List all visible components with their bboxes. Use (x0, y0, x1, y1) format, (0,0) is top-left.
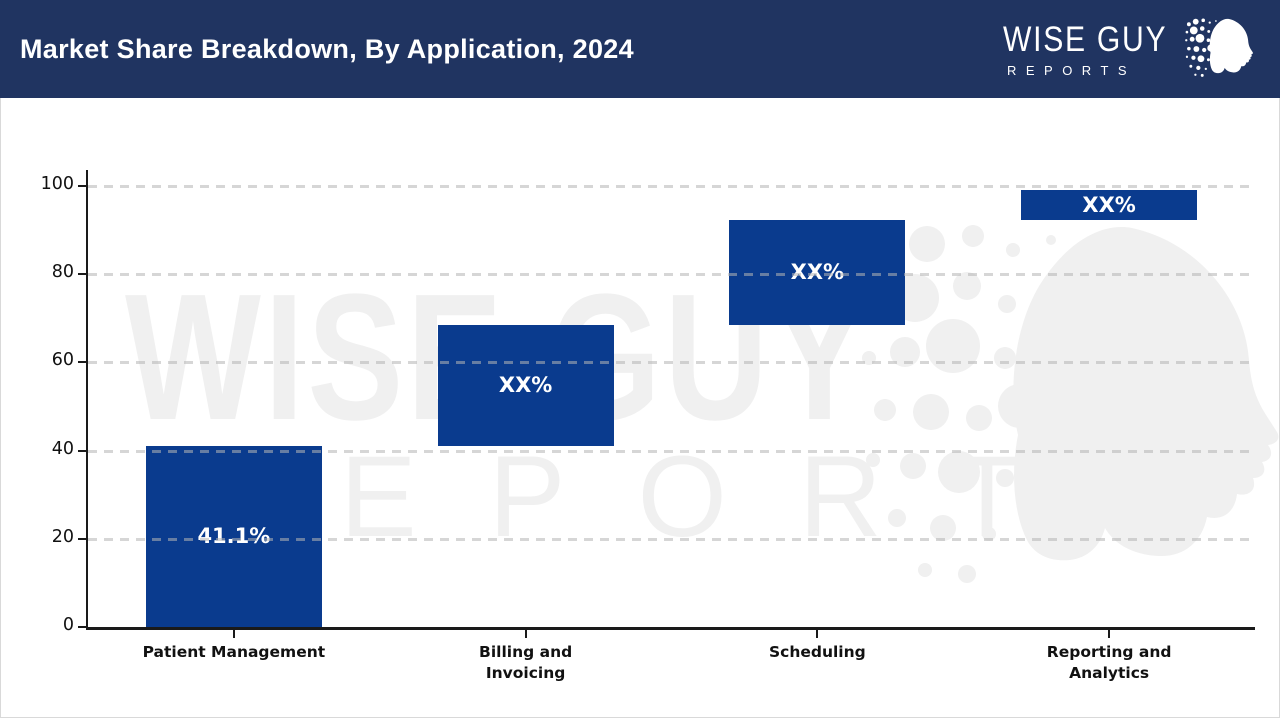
report-header: Market Share Breakdown, By Application, … (0, 0, 1280, 98)
y-tick-60 (78, 361, 86, 364)
logo-head-icon (1184, 12, 1254, 86)
category-label-line: Patient Management (142, 643, 326, 661)
x-tick-scheduling (816, 630, 819, 638)
category-label-billing-and-invoicing: Billing and Invoicing (376, 642, 676, 684)
category-label-reporting-and-analytics: Reporting and Analytics (959, 642, 1259, 684)
y-tick-label-100: 100 (40, 174, 74, 194)
bar-patient-management: 41.1% (145, 445, 322, 627)
x-tick-patient-management (232, 630, 235, 638)
x-tick-reporting-and-analytics (1108, 630, 1111, 638)
y-tick-label-80: 80 (51, 262, 74, 283)
gridline-100 (88, 185, 1255, 188)
category-label-line: Billing and (479, 643, 573, 661)
y-tick-100 (78, 185, 86, 187)
y-tick-label-20: 20 (51, 526, 74, 547)
gridline-20 (88, 537, 1255, 541)
y-axis-line (86, 170, 88, 630)
bar-reporting-and-analytics: XX% (1021, 189, 1198, 220)
y-tick-label-60: 60 (51, 350, 74, 371)
bar-value-label: XX% (498, 373, 553, 398)
wiseguy-logo: WISE GUY REPORTS (1003, 12, 1254, 86)
gridline-60 (88, 361, 1255, 365)
logo-wordmark-top: WISE GUY (1002, 20, 1168, 59)
category-label-scheduling: Scheduling (667, 642, 967, 663)
category-label-line: Invoicing (485, 664, 566, 682)
y-tick-40 (78, 449, 86, 452)
y-tick-0 (78, 626, 86, 628)
x-tick-billing-and-invoicing (524, 630, 527, 638)
x-axis-line (86, 627, 1255, 630)
bar-value-label: XX% (1082, 192, 1136, 217)
logo-wordmark-bottom: REPORTS (1006, 63, 1137, 78)
category-label-line: Analytics (1069, 664, 1150, 682)
bar-value-label: XX% (791, 260, 844, 284)
category-label-line: Scheduling (768, 643, 866, 661)
gridline-80 (88, 273, 1255, 277)
category-label-line: Reporting and (1046, 643, 1172, 661)
y-tick-label-0: 0 (62, 615, 74, 635)
y-tick-80 (78, 273, 86, 276)
report-title: Market Share Breakdown, By Application, … (20, 33, 634, 64)
logo-wordmark: WISE GUY REPORTS (1003, 20, 1194, 78)
bar-value-label: 41.1% (197, 524, 271, 549)
category-label-patient-management: Patient Management (84, 642, 384, 663)
bar-billing-and-invoicing: XX% (437, 324, 614, 446)
y-tick-label-40: 40 (51, 438, 74, 459)
y-tick-20 (78, 537, 86, 540)
gridline-40 (88, 449, 1255, 453)
